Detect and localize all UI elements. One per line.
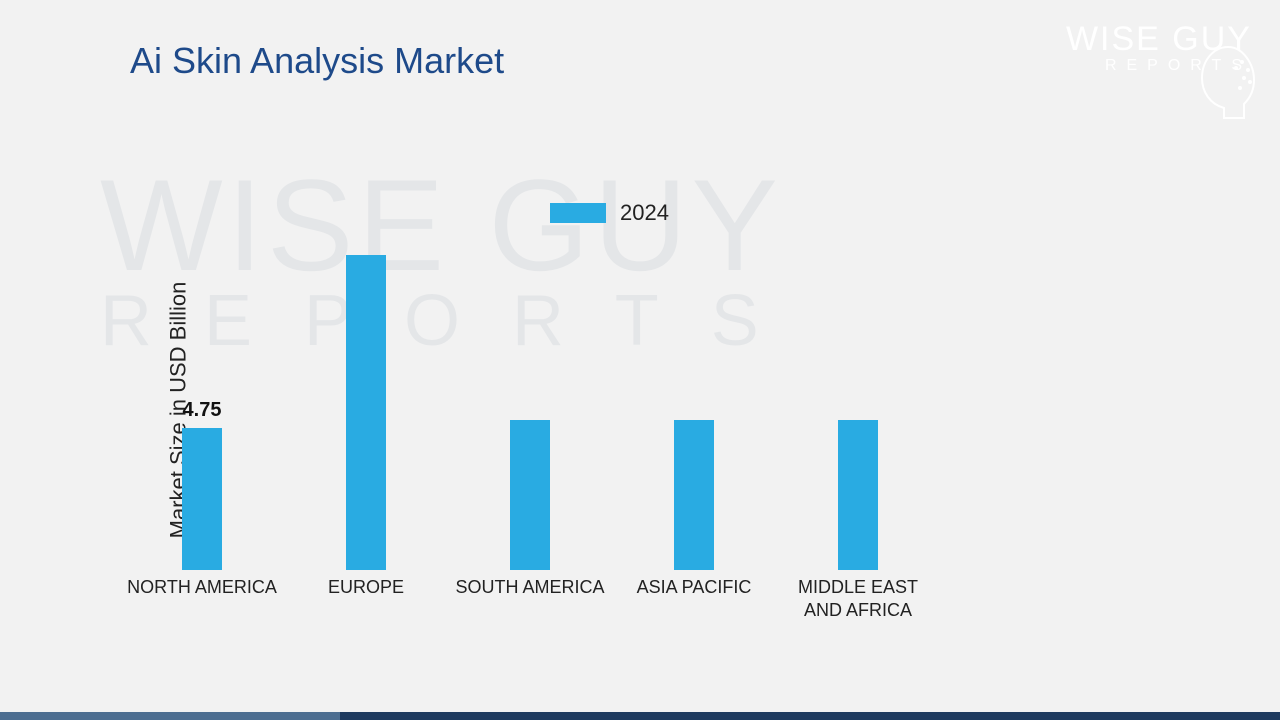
x-axis-label: SOUTH AMERICA xyxy=(448,576,612,623)
bar xyxy=(838,420,878,570)
x-labels-row: NORTH AMERICAEUROPESOUTH AMERICAASIA PAC… xyxy=(120,576,940,623)
bar xyxy=(346,255,386,570)
logo-text-sub: REPORTS xyxy=(1066,58,1252,74)
x-axis-label: MIDDLE EAST AND AFRICA xyxy=(776,576,940,623)
bar-group xyxy=(448,420,612,570)
bar-group xyxy=(776,420,940,570)
page: WISE GUY REPORTS Ai Skin Analysis Market… xyxy=(0,0,1280,720)
logo-text-top: WISE GUY xyxy=(1066,22,1252,56)
x-axis-label: NORTH AMERICA xyxy=(120,576,284,623)
bar-value-label: 4.75 xyxy=(183,399,222,422)
plot-region: 4.75 xyxy=(120,240,940,570)
x-axis-label: EUROPE xyxy=(284,576,448,623)
x-axis-label: ASIA PACIFIC xyxy=(612,576,776,623)
chart-area: Market Size in USD Billion 2024 4.75 NOR… xyxy=(110,130,940,690)
bars-container: 4.75 xyxy=(120,240,940,570)
bar xyxy=(674,420,714,570)
circle-cutout xyxy=(955,0,1280,720)
bar xyxy=(182,428,222,571)
bar xyxy=(510,420,550,570)
legend-label: 2024 xyxy=(620,200,669,226)
bar-group xyxy=(612,420,776,570)
bar-group: 4.75 xyxy=(120,399,284,571)
legend-swatch xyxy=(550,203,606,223)
bottom-stripe-light xyxy=(0,712,340,720)
right-brand-panel xyxy=(955,0,1280,720)
legend: 2024 xyxy=(550,200,669,226)
chart-title: Ai Skin Analysis Market xyxy=(130,40,504,82)
bar-group xyxy=(284,255,448,570)
brand-logo: WISE GUY REPORTS xyxy=(1066,22,1252,74)
